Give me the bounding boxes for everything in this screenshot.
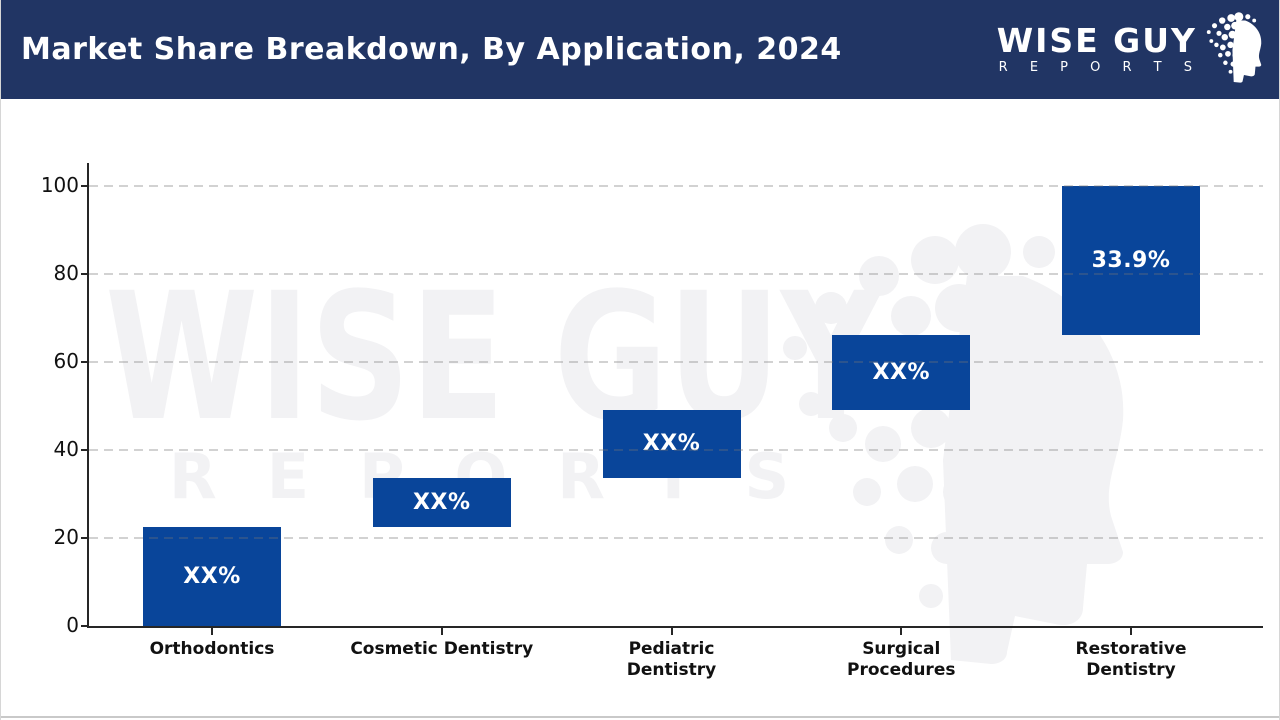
y-tick-mark	[81, 361, 89, 363]
x-tick-mark	[900, 628, 903, 635]
bar-value-label: XX%	[872, 359, 930, 385]
y-tick-label: 60	[53, 349, 79, 373]
y-tick-label: 80	[53, 261, 79, 285]
bar-value-label: 33.9%	[1091, 248, 1171, 274]
logo-text: WISE GUY R E P O R T S	[993, 20, 1201, 76]
bar-pediatric-dentistry: XX%	[602, 409, 741, 479]
bar-value-label: XX%	[183, 564, 241, 589]
logo-wordmark: WISE GUY	[996, 20, 1197, 60]
x-category-label: Cosmetic Dentistry	[350, 639, 534, 659]
y-tick-label: 0	[66, 613, 79, 637]
y-tick-label: 100	[40, 173, 79, 197]
gridline-y-80	[89, 273, 1263, 275]
y-axis-spine	[87, 163, 89, 628]
bar-restorative-dentistry: 33.9%	[1062, 186, 1200, 336]
y-tick-mark	[81, 449, 89, 451]
bar-value-label: XX%	[642, 431, 701, 457]
y-tick-mark	[81, 273, 89, 275]
gridline-y-60	[89, 361, 1263, 363]
x-category-label: Pediatric Dentistry	[626, 639, 717, 680]
x-category-label: Restorative Dentistry	[1075, 639, 1187, 680]
header-bar: Market Share Breakdown, By Application, …	[1, 0, 1279, 99]
bar-value-label: XX%	[413, 490, 471, 516]
x-tick-mark	[1130, 628, 1132, 635]
x-tick-mark	[211, 628, 213, 635]
page-title: Market Share Breakdown, By Application, …	[21, 32, 842, 67]
x-axis-spine	[87, 626, 1263, 628]
gridline-y-20	[89, 537, 1263, 539]
y-tick-mark	[81, 625, 89, 627]
x-tick-mark	[440, 628, 443, 635]
bar-cosmetic-dentistry: XX%	[372, 478, 511, 527]
logo-subtitle: R E P O R T S	[998, 59, 1201, 75]
y-tick-mark	[81, 185, 89, 187]
bar-orthodontics: XX%	[143, 527, 281, 626]
x-category-label: Surgical Procedures	[847, 639, 956, 680]
gridline-y-100	[89, 185, 1263, 187]
x-category-label: Orthodontics	[149, 639, 275, 659]
bottom-divider	[1, 716, 1279, 718]
wise-guy-reports-logo: WISE GUY R E P O R T S	[993, 10, 1279, 90]
y-tick-label: 20	[53, 525, 79, 549]
bar-surgical-procedures: XX%	[832, 335, 971, 410]
gridline-y-40	[89, 449, 1263, 451]
x-tick-mark	[670, 628, 673, 635]
y-tick-mark	[81, 537, 89, 539]
y-tick-label: 40	[53, 437, 79, 461]
